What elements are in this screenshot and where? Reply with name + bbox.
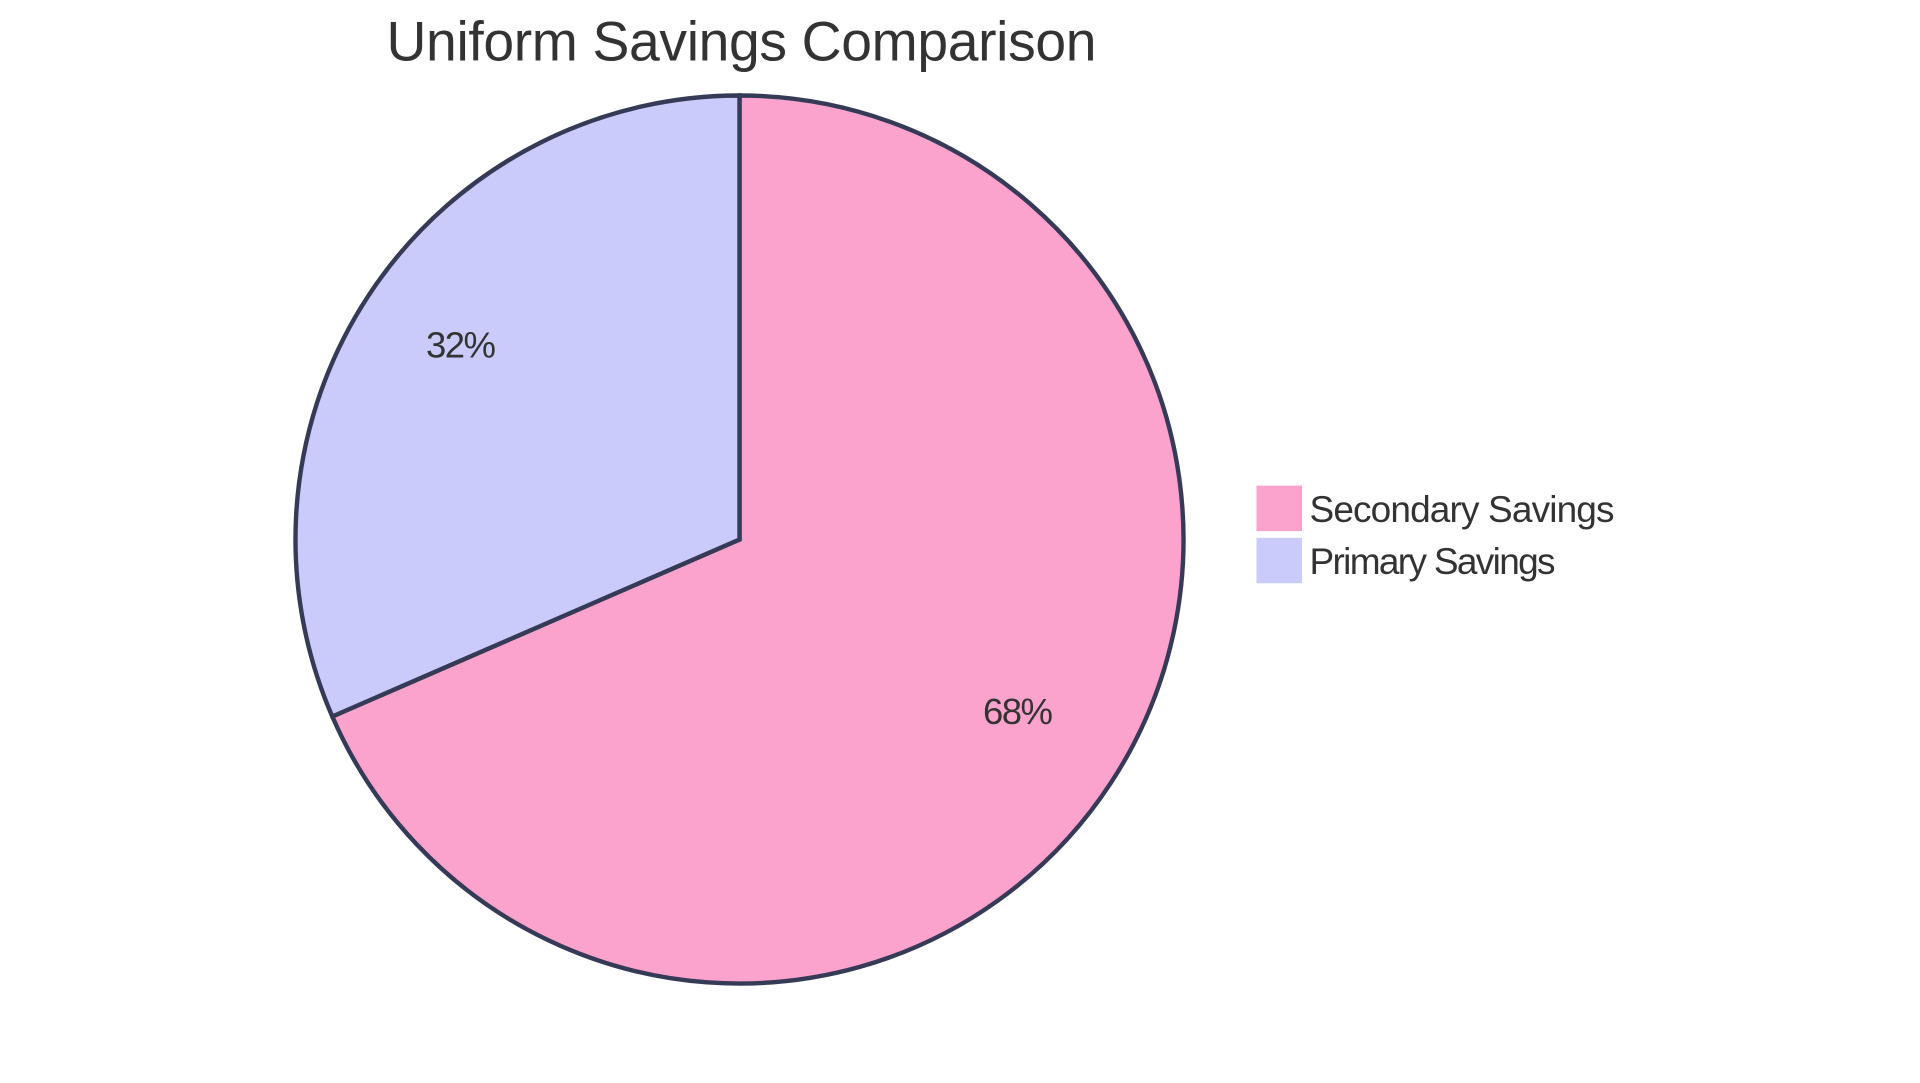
svg-text:Primary Savings: Primary Savings	[1310, 541, 1556, 582]
svg-text:Uniform Savings Comparison: Uniform Savings Comparison	[387, 11, 1097, 73]
svg-text:32%: 32%	[426, 325, 496, 366]
svg-text:Secondary Savings: Secondary Savings	[1310, 489, 1615, 530]
svg-text:68%: 68%	[983, 691, 1053, 732]
